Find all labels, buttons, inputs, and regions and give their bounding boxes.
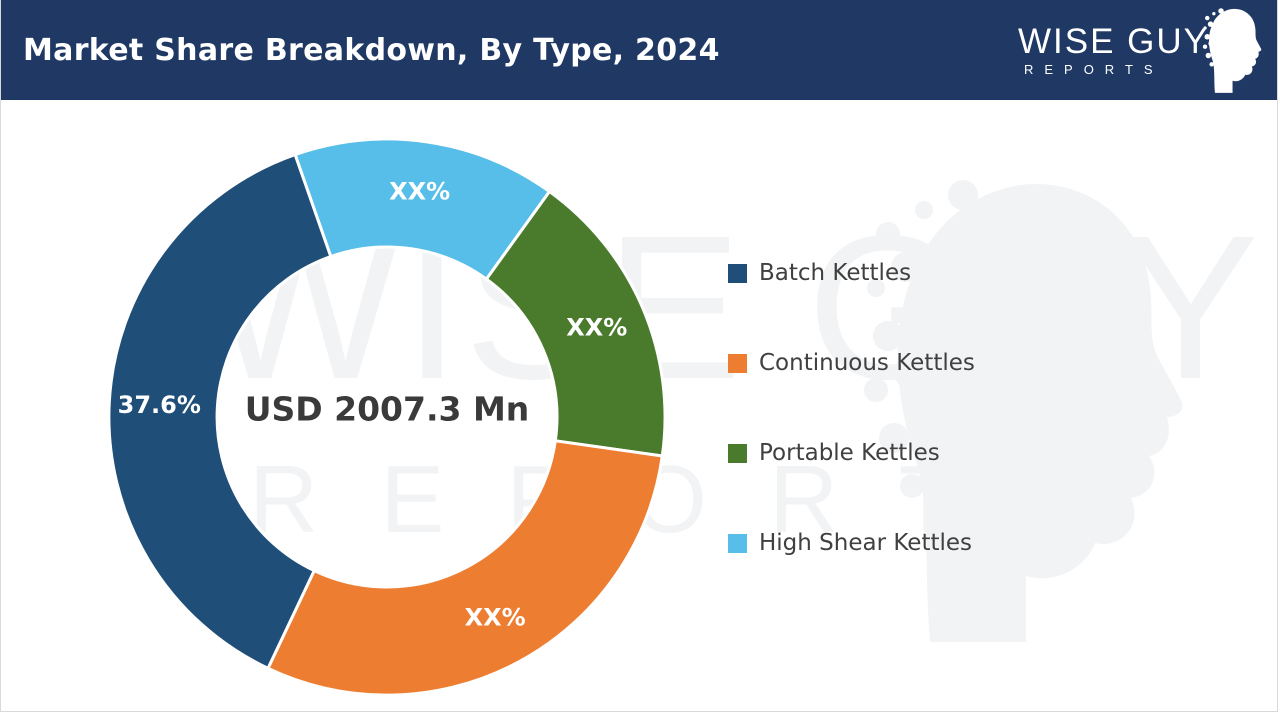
legend-swatch-icon [728,443,747,463]
segment-percent-label: XX% [465,604,526,632]
donut-segment-continuous-kettles [266,439,664,697]
header-bar: Market Share Breakdown, By Type, 2024 WI… [1,0,1277,100]
logo-wordmark: WISE GUY [1017,21,1209,61]
legend-item-high-shear-kettles: High Shear Kettles [728,530,975,556]
logo-reports-text: REPORTS [1023,62,1164,78]
legend-item-continuous-kettles: Continuous Kettles [728,350,975,376]
segment-percent-label: XX% [389,177,450,205]
legend-swatch-icon [728,263,747,283]
legend-swatch-icon [728,533,747,553]
page-title: Market Share Breakdown, By Type, 2024 [23,32,720,68]
donut-segment-batch-kettles [107,152,333,671]
legend-item-portable-kettles: Portable Kettles [728,440,975,466]
logo-face-icon [1202,8,1262,93]
segment-percent-label: XX% [566,314,627,342]
donut-chart: XX% XX% XX% 37.6% USD 2007.3 Mn [107,137,667,697]
donut-center-value: USD 2007.3 Mn [245,390,530,429]
legend-label: Portable Kettles [759,440,940,466]
legend-swatch-icon [728,353,747,373]
legend-label: Continuous Kettles [759,350,975,376]
legend-label: Batch Kettles [759,260,912,286]
legend-item-batch-kettles: Batch Kettles [728,260,975,286]
watermark-face-icon [864,180,1183,642]
brand-logo: WISE GUY REPORTS [1018,6,1263,94]
legend-label: High Shear Kettles [759,530,973,556]
segment-percent-label: 37.6% [118,391,201,419]
chart-legend: Batch Kettles Continuous Kettles Portable … [728,260,975,620]
